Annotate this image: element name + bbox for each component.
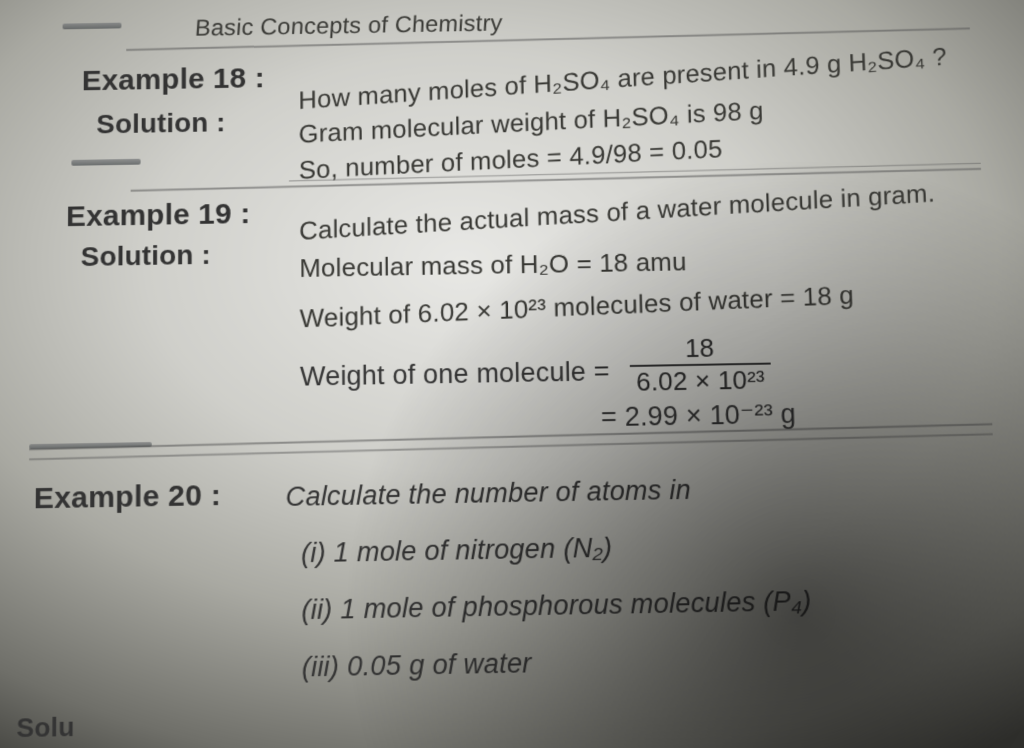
fraction-denominator: 6.02 × 10²³	[630, 363, 772, 397]
example-20-item-iii: (iii) 0.05 g of water	[302, 648, 532, 684]
fraction-numerator: 18	[629, 334, 770, 365]
example-19-question: Calculate the actual mass of a water mol…	[299, 178, 935, 246]
example-19-eq-result: = 2.99 × 10⁻²³ g	[601, 399, 797, 433]
example-19-line1: Molecular mass of H₂O = 18 amu	[299, 247, 687, 284]
example-19-solution-label: Solution :	[81, 239, 211, 273]
example-19-eq-lhs: Weight of one molecule =	[300, 356, 610, 392]
example-20-label: Example 20 :	[34, 479, 221, 516]
example-19-fraction: 18 6.02 × 10²³	[629, 334, 771, 397]
chapter-header: Basic Concepts of Chemistry	[194, 10, 503, 42]
example-18-solution-label: Solution :	[96, 107, 225, 140]
example-18-label: Example 18 :	[82, 62, 265, 98]
example-20-question: Calculate the number of atoms in	[285, 475, 691, 513]
example-20-item-i: (i) 1 mole of nitrogen (N₂)	[301, 533, 613, 570]
solution-label-cutoff: Solu	[16, 711, 75, 744]
example-19-label: Example 19 :	[66, 198, 250, 234]
example-20-item-ii: (ii) 1 mole of phosphorous molecules (P₄…	[301, 586, 812, 627]
example-19-line2: Weight of 6.02 × 10²³ molecules of water…	[300, 280, 855, 334]
